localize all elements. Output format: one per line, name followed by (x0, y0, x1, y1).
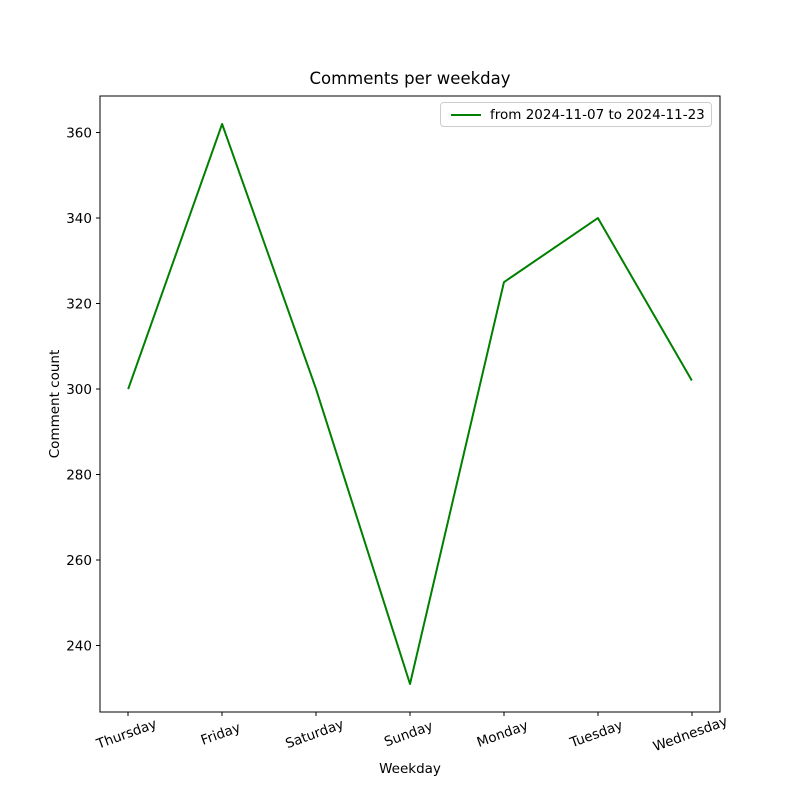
x-tick-label: Sunday (382, 718, 435, 750)
x-tick-label: Tuesday (567, 717, 625, 751)
y-axis-label: Comment count (47, 295, 63, 459)
y-tick-label: 300 (66, 382, 92, 398)
x-tick-label: Saturday (283, 716, 346, 752)
y-tick-label: 260 (66, 553, 92, 569)
y-tick-label: 360 (66, 125, 92, 141)
y-tick-label: 340 (66, 211, 92, 227)
x-tick-label: Thursday (94, 716, 159, 753)
x-tick-label: Wednesday (651, 713, 730, 755)
plot-border (99, 95, 721, 713)
legend: from 2024-11-07 to 2024-11-23 (440, 102, 712, 127)
data-line (127, 123, 693, 685)
legend-label: from 2024-11-07 to 2024-11-23 (490, 106, 705, 123)
x-axis-label: Weekday (379, 761, 441, 777)
x-tick-label: Friday (199, 720, 243, 749)
y-axis-label-text: Comment count (47, 349, 63, 459)
y-tick-label: 240 (66, 638, 92, 654)
y-tick-label: 280 (66, 467, 92, 483)
legend-line-sample (451, 113, 481, 116)
chart-title: Comments per weekday (309, 69, 511, 88)
y-tick-label: 320 (66, 296, 92, 312)
x-tick-label: Monday (475, 718, 531, 751)
